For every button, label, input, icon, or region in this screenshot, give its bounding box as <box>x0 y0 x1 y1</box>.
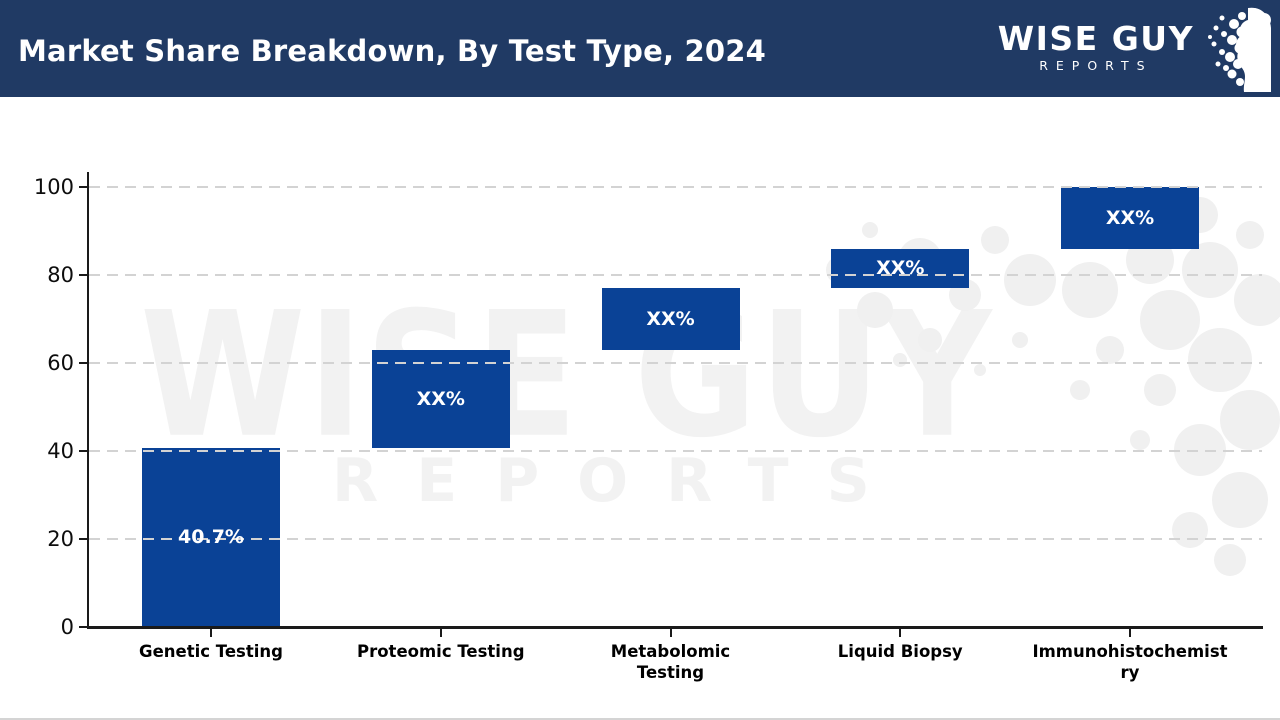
watermark-text-reports: REPORTS <box>332 446 908 516</box>
bar-segment <box>142 447 280 627</box>
bar-value-label: XX% <box>876 257 925 280</box>
gridline-80 <box>89 274 1262 276</box>
gridline-60 <box>89 362 1262 364</box>
x-tick-mark <box>439 629 442 637</box>
x-category-label: Genetic Testing <box>91 641 331 662</box>
x-tick-mark <box>1129 629 1131 637</box>
x-category-label-line: Proteomic Testing <box>356 642 525 661</box>
gridline-100 <box>89 186 1262 188</box>
y-tick-mark-80 <box>79 274 87 276</box>
x-category-label-line: Metabolomic <box>610 642 731 661</box>
bar-segment <box>601 288 740 350</box>
y-tick-label-40: 40 <box>47 439 74 463</box>
bottom-border-line <box>0 718 1280 720</box>
y-tick-label-0: 0 <box>60 615 74 639</box>
x-category-label-line: Testing <box>636 663 705 682</box>
y-tick-mark-40 <box>79 450 87 452</box>
header-bar: Market Share Breakdown, By Test Type, 20… <box>0 0 1280 97</box>
x-category-label: Immunohistochemist ry <box>1010 641 1250 683</box>
logo-wiseguy-text: WISE GUY <box>997 19 1194 58</box>
x-category-label: Metabolomic Testing <box>551 641 791 683</box>
watermark-text-wiseguy: WISE GUY <box>140 276 994 477</box>
logo-text: WISE GUY REPORTS <box>998 22 1194 74</box>
y-tick-mark-60 <box>79 362 87 364</box>
x-category-label-line: Liquid Biopsy <box>837 642 963 661</box>
x-category-label-line: Immunohistochemist <box>1032 642 1228 661</box>
y-tick-mark-20 <box>79 538 87 540</box>
x-category-label-line: ry <box>1120 663 1140 682</box>
y-tick-label-80: 80 <box>47 263 74 287</box>
x-tick-mark <box>899 629 902 637</box>
x-axis-line <box>87 626 1263 629</box>
y-axis-line <box>87 172 89 629</box>
x-category-label-line: Genetic Testing <box>139 642 283 661</box>
y-tick-label-60: 60 <box>47 351 74 375</box>
y-tick-mark-100 <box>79 186 87 188</box>
x-tick-mark <box>210 629 212 637</box>
bar-segment <box>1061 187 1199 249</box>
bar-value-label: 40.7% <box>178 526 244 549</box>
x-category-label: Liquid Biopsy <box>780 641 1020 662</box>
bar-segment <box>371 349 510 448</box>
wiseguy-logo: WISE GUY REPORTS <box>998 4 1272 92</box>
watermark-head-dots <box>826 196 1280 576</box>
logo-reports-text: REPORTS <box>1039 58 1153 73</box>
logo-head-icon <box>1208 7 1271 92</box>
y-tick-label-100: 100 <box>33 175 74 199</box>
bar-value-label: XX% <box>1105 206 1155 229</box>
bar-value-label: XX% <box>646 308 695 330</box>
gridline-20 <box>89 538 1262 540</box>
chart-title: Market Share Breakdown, By Test Type, 20… <box>18 34 767 68</box>
x-tick-mark <box>669 629 672 637</box>
x-category-label: Proteomic Testing <box>321 641 561 662</box>
bar-segment <box>831 248 970 289</box>
y-tick-label-20: 20 <box>47 527 74 551</box>
bar-value-label: XX% <box>416 387 465 410</box>
gridline-40 <box>89 450 1262 452</box>
y-tick-mark-0 <box>79 626 87 628</box>
